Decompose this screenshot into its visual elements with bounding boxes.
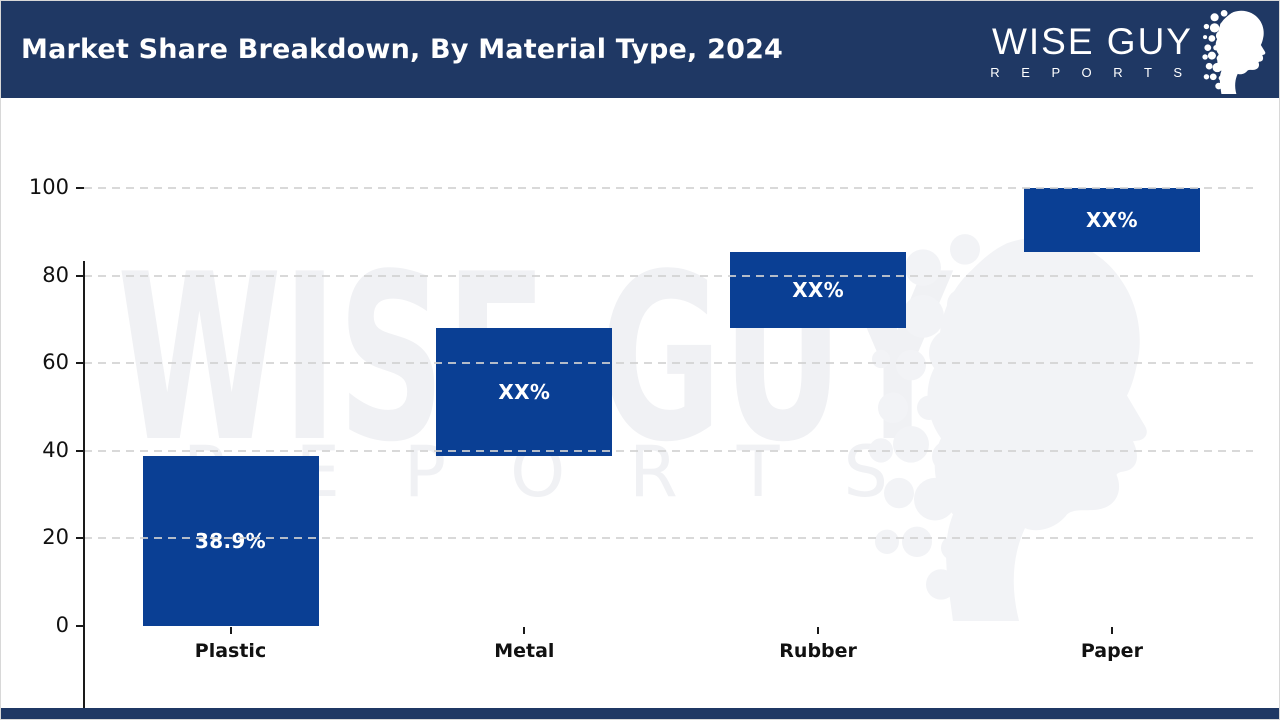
category-label-paper: Paper [1080, 640, 1143, 662]
gridline-60 [84, 362, 1253, 365]
y-axis-line [83, 261, 85, 719]
brand-logo: WISE GUY R E P O R T S [990, 23, 1193, 80]
page-title: Market Share Breakdown, By Material Type… [21, 34, 784, 65]
bar-segment-paper: XX% [1023, 188, 1200, 253]
brand-logo-name: WISE GUY [991, 21, 1193, 62]
footer-bar [1, 708, 1279, 719]
header: Market Share Breakdown, By Material Type… [1, 1, 1279, 98]
bar-value-label-paper: XX% [1086, 208, 1138, 233]
x-tick-mark-metal [523, 627, 526, 634]
x-tick-mark-paper [1110, 627, 1113, 634]
y-tick-label-80: 80 [42, 262, 69, 287]
y-tick-mark-60 [76, 362, 84, 365]
brand-head-icon [1202, 9, 1266, 94]
y-tick-mark-40 [76, 449, 84, 452]
bar-value-label-metal: XX% [498, 379, 551, 404]
bar-segment-rubber: XX% [730, 252, 907, 329]
chart-area [1, 98, 1279, 719]
category-label-plastic: Plastic [194, 640, 267, 662]
gridline-20 [84, 537, 1253, 540]
y-tick-mark-20 [76, 537, 84, 540]
gridline-40 [84, 449, 1253, 452]
y-tick-mark-0 [76, 625, 84, 627]
bar-value-label-plastic: 38.9% [195, 528, 266, 553]
y-tick-label-20: 20 [42, 525, 69, 550]
y-tick-label-0: 0 [55, 613, 69, 637]
bar-value-label-rubber: XX% [792, 278, 844, 303]
y-tick-mark-80 [76, 274, 84, 277]
y-tick-label-60: 60 [42, 350, 69, 375]
y-tick-label-100: 100 [28, 175, 69, 199]
bar-segment-plastic: 38.9% [142, 455, 319, 626]
gridline-100 [84, 187, 1253, 189]
brand-logo-sub: R E P O R T S [990, 65, 1191, 80]
gridline-80 [84, 274, 1253, 277]
y-tick-mark-100 [76, 187, 84, 189]
x-tick-mark-plastic [229, 627, 232, 634]
watermark-head-icon [869, 234, 1147, 621]
bar-segment-metal: XX% [436, 328, 613, 456]
y-tick-label-40: 40 [42, 437, 69, 462]
x-tick-mark-rubber [817, 627, 820, 634]
category-label-rubber: Rubber [779, 640, 857, 662]
category-label-metal: Metal [494, 640, 555, 662]
